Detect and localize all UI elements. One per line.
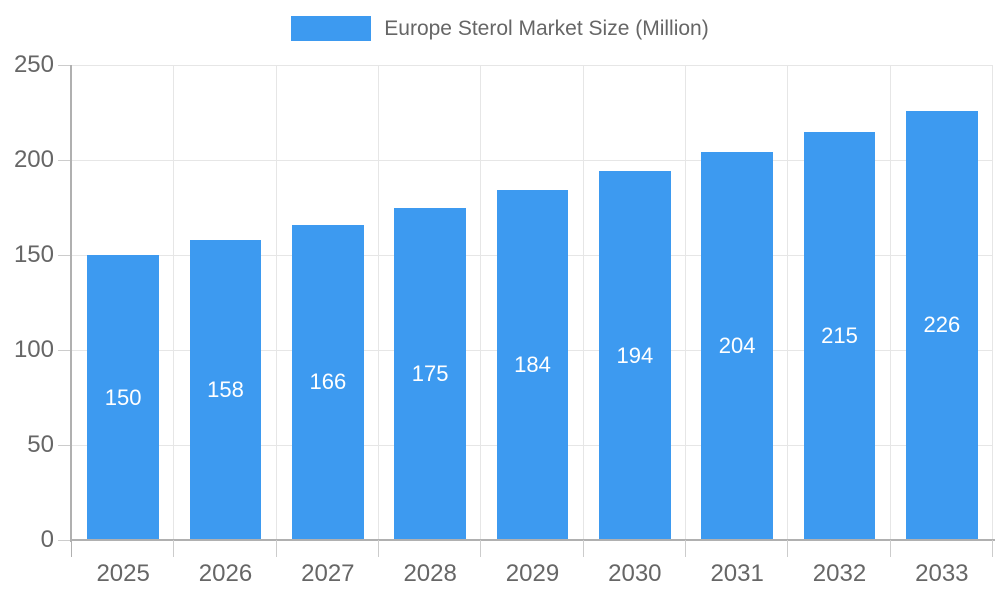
bar-2026[interactable]: 158 [189, 239, 262, 540]
y-tick-label: 50 [27, 431, 54, 458]
x-tick-mark [684, 540, 686, 557]
x-tick-mark [377, 540, 379, 557]
bar-value-label: 215 [821, 322, 858, 348]
gridline-vertical [684, 65, 686, 540]
x-tick-mark [889, 540, 891, 557]
bar-value-label: 150 [104, 384, 142, 410]
gridline-horizontal [72, 160, 993, 161]
bar-2032[interactable]: 215 [803, 131, 876, 540]
x-tick-label: 2028 [403, 560, 457, 587]
legend[interactable]: Europe Sterol Market Size (Million) [0, 16, 1000, 41]
y-tick-mark [58, 445, 71, 446]
gridline-vertical [787, 65, 789, 540]
bar-2033[interactable]: 226 [906, 110, 978, 540]
x-tick-label: 2031 [710, 560, 764, 587]
y-axis-tick-marks [58, 65, 71, 541]
gridline-vertical [992, 65, 993, 540]
x-tick-mark [787, 540, 789, 557]
x-axis-tick-labels: 2025 2026 2027 2028 2029 2030 2031 2032 2033 [72, 560, 993, 592]
gridline-vertical [275, 65, 277, 540]
x-tick-mark [480, 540, 482, 557]
x-tick-label: 2029 [505, 560, 560, 587]
gridline-vertical [480, 65, 482, 540]
bar-value-label: 184 [514, 352, 551, 378]
legend-swatch-icon[interactable] [291, 16, 372, 41]
y-tick-label: 0 [40, 526, 54, 553]
bar-2028[interactable]: 175 [394, 207, 466, 540]
x-tick-label: 2025 [96, 560, 150, 587]
x-axis-tick-marks [71, 540, 993, 557]
y-tick-label: 150 [13, 241, 54, 268]
y-axis-line [70, 65, 72, 542]
bar-value-label: 194 [616, 342, 654, 368]
gridline-vertical [889, 65, 891, 540]
bar-value-label: 226 [923, 312, 961, 338]
x-tick-mark [71, 540, 72, 557]
y-tick-mark [58, 65, 71, 66]
gridline-horizontal [72, 65, 993, 66]
gridline-vertical [582, 65, 584, 540]
y-tick-mark [58, 160, 71, 161]
x-tick-mark [582, 540, 584, 557]
plot-area: 150 158 166 175 184 194 204 215 226 [72, 65, 993, 540]
bar-2025[interactable]: 150 [87, 255, 159, 540]
x-tick-label: 2027 [301, 560, 355, 587]
bar-2031[interactable]: 204 [701, 152, 773, 540]
y-tick-label: 200 [13, 146, 54, 173]
bar-value-label: 175 [411, 360, 449, 386]
bar-value-label: 166 [309, 369, 347, 395]
gridline-vertical [377, 65, 379, 540]
x-tick-label: 2033 [915, 560, 969, 587]
x-tick-mark [992, 540, 993, 557]
y-tick-mark [58, 540, 71, 541]
x-axis-line [70, 539, 995, 541]
bar-2030[interactable]: 194 [599, 171, 671, 540]
x-tick-mark [173, 540, 175, 557]
legend-label[interactable]: Europe Sterol Market Size (Million) [384, 16, 709, 40]
x-tick-label: 2032 [812, 560, 867, 587]
x-tick-label: 2030 [608, 560, 662, 587]
y-tick-label: 250 [13, 51, 54, 78]
y-tick-label: 100 [13, 336, 54, 363]
bar-value-label: 158 [207, 376, 244, 402]
x-tick-mark [275, 540, 277, 557]
y-axis-tick-labels: 0 50 100 150 200 250 [0, 53, 54, 552]
y-tick-mark [58, 255, 71, 256]
y-tick-mark [58, 350, 71, 351]
x-tick-label: 2026 [198, 560, 253, 587]
bar-2029[interactable]: 184 [496, 190, 569, 540]
gridline-vertical [173, 65, 175, 540]
bar-value-label: 204 [718, 333, 756, 359]
bar-2027[interactable]: 166 [292, 224, 364, 540]
